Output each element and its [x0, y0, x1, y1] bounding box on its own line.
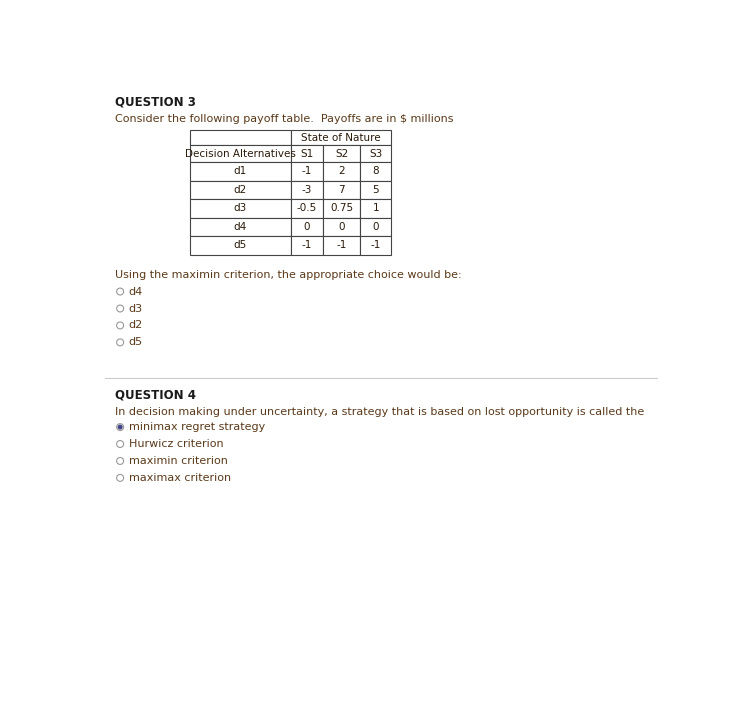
- Text: Decision Alternatives: Decision Alternatives: [185, 148, 295, 159]
- Text: d1: d1: [234, 166, 247, 177]
- Text: maximin criterion: maximin criterion: [129, 456, 228, 466]
- Text: maximax criterion: maximax criterion: [129, 473, 231, 483]
- Text: 1: 1: [373, 203, 379, 214]
- Text: Consider the following payoff table.  Payoffs are in $ millions: Consider the following payoff table. Pay…: [115, 114, 453, 124]
- Circle shape: [117, 305, 124, 312]
- Circle shape: [117, 322, 124, 329]
- Text: 0: 0: [304, 222, 310, 232]
- Text: 2: 2: [339, 166, 345, 177]
- Text: 0: 0: [373, 222, 379, 232]
- Bar: [291, 200, 323, 218]
- Text: d5: d5: [129, 337, 143, 347]
- Text: 0.75: 0.75: [330, 203, 353, 214]
- Bar: [190, 200, 291, 218]
- Bar: [190, 162, 291, 180]
- Text: S2: S2: [335, 148, 348, 159]
- Bar: [360, 146, 391, 162]
- Text: S1: S1: [301, 148, 313, 159]
- Bar: [360, 180, 391, 200]
- Bar: [190, 146, 291, 162]
- Text: 7: 7: [339, 185, 345, 195]
- Circle shape: [117, 440, 124, 447]
- Bar: [190, 130, 291, 146]
- Bar: [291, 218, 323, 236]
- Bar: [291, 162, 323, 180]
- Bar: [360, 236, 391, 255]
- Text: d4: d4: [129, 287, 143, 297]
- Circle shape: [117, 424, 124, 430]
- Text: d2: d2: [234, 185, 247, 195]
- Text: -3: -3: [302, 185, 312, 195]
- Text: -1: -1: [302, 166, 312, 177]
- Circle shape: [118, 425, 122, 429]
- Bar: [323, 218, 360, 236]
- Bar: [190, 236, 291, 255]
- Circle shape: [117, 457, 124, 464]
- Text: Hurwicz criterion: Hurwicz criterion: [129, 439, 223, 449]
- Bar: [190, 180, 291, 200]
- Bar: [360, 162, 391, 180]
- Bar: [323, 236, 360, 255]
- Bar: [291, 146, 323, 162]
- Circle shape: [117, 288, 124, 295]
- Text: 8: 8: [373, 166, 379, 177]
- Text: minimax regret strategy: minimax regret strategy: [129, 422, 265, 432]
- Bar: [323, 162, 360, 180]
- Bar: [360, 200, 391, 218]
- Text: State of Nature: State of Nature: [301, 133, 381, 143]
- Circle shape: [117, 339, 124, 346]
- Bar: [291, 130, 391, 146]
- Text: 0: 0: [339, 222, 345, 232]
- Text: S3: S3: [369, 148, 382, 159]
- Bar: [190, 218, 291, 236]
- Text: Using the maximin criterion, the appropriate choice would be:: Using the maximin criterion, the appropr…: [115, 270, 461, 280]
- Text: -1: -1: [371, 241, 381, 251]
- Bar: [360, 218, 391, 236]
- Text: d3: d3: [129, 303, 143, 314]
- Text: d4: d4: [234, 222, 247, 232]
- Text: In decision making under uncertainty, a strategy that is based on lost opportuni: In decision making under uncertainty, a …: [115, 407, 644, 417]
- Circle shape: [117, 474, 124, 481]
- Text: QUESTION 4: QUESTION 4: [115, 388, 196, 402]
- Text: 5: 5: [373, 185, 379, 195]
- Text: -1: -1: [302, 241, 312, 251]
- Text: d5: d5: [234, 241, 247, 251]
- Text: d3: d3: [234, 203, 247, 214]
- Bar: [323, 200, 360, 218]
- Bar: [291, 180, 323, 200]
- Text: -1: -1: [336, 241, 347, 251]
- Bar: [323, 180, 360, 200]
- Text: d2: d2: [129, 320, 143, 330]
- Text: -0.5: -0.5: [297, 203, 317, 214]
- Bar: [323, 146, 360, 162]
- Bar: [291, 236, 323, 255]
- Text: QUESTION 3: QUESTION 3: [115, 96, 196, 109]
